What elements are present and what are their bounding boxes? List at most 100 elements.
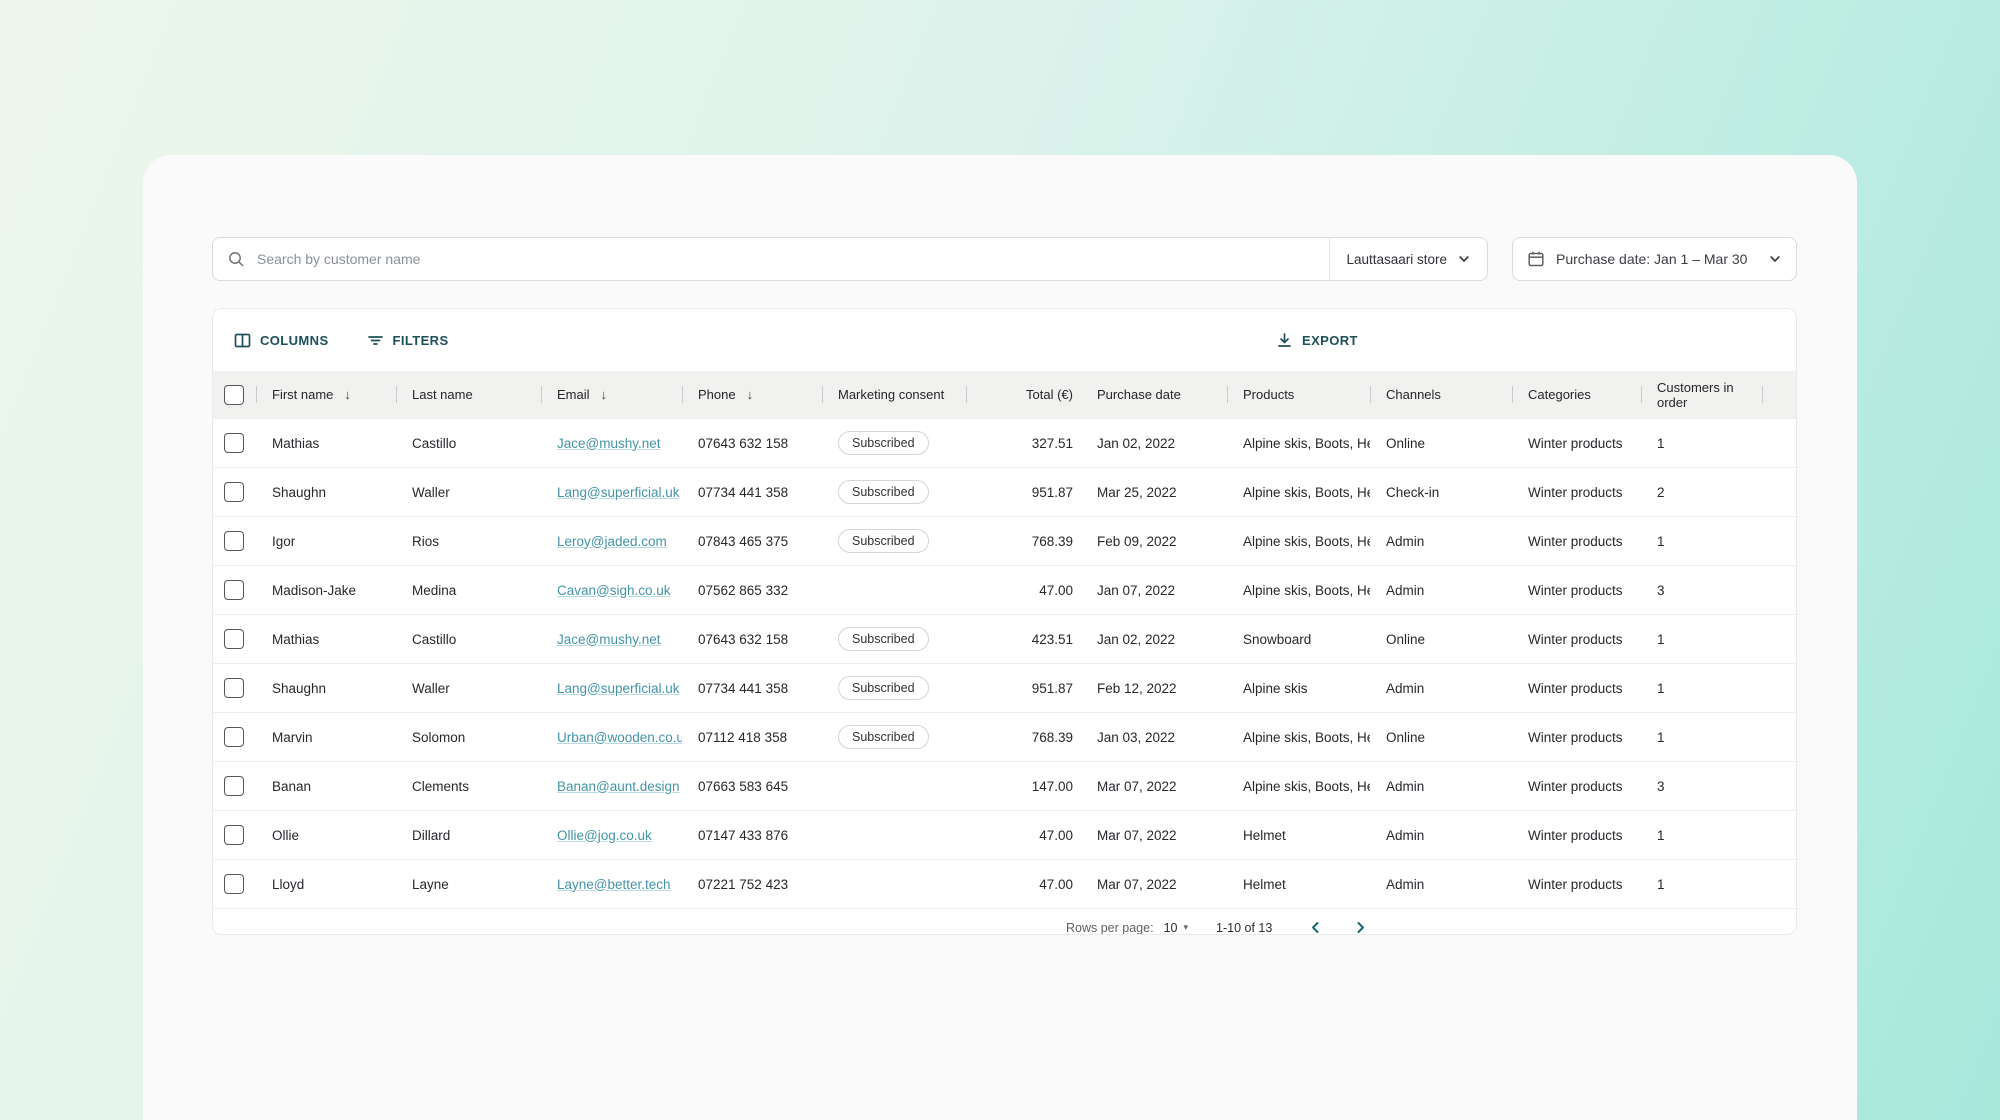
rows-per-page-value: 10 bbox=[1163, 920, 1178, 935]
column-header-label: Products bbox=[1243, 387, 1295, 402]
email-link[interactable]: Banan@aunt.design bbox=[557, 778, 680, 794]
cell-total: 147.00 bbox=[1031, 778, 1073, 794]
cell-first-name: Lloyd bbox=[272, 876, 305, 892]
column-header-customers-in-order[interactable]: Customers in order bbox=[1641, 371, 1762, 418]
cell-products: Snowboard bbox=[1243, 631, 1312, 647]
column-header-last-name[interactable]: Last name bbox=[396, 371, 541, 418]
chevron-down-icon bbox=[1459, 256, 1469, 262]
cell-email: Jace@mushy.net bbox=[541, 632, 682, 647]
filter-icon bbox=[367, 335, 383, 345]
rows-per-page-label: Rows per page: bbox=[1066, 920, 1154, 935]
email-link[interactable]: Layne@better.tech bbox=[557, 876, 671, 892]
cell-email: Jace@mushy.net bbox=[541, 436, 682, 451]
cell-select bbox=[213, 678, 256, 698]
row-checkbox[interactable] bbox=[224, 825, 244, 845]
pagination-range-label: 1-10 of 13 bbox=[1216, 920, 1273, 935]
row-checkbox[interactable] bbox=[224, 629, 244, 649]
rows-per-page-selector[interactable]: 10 ▾ bbox=[1154, 921, 1188, 935]
column-header-marketing-consent[interactable]: Marketing consent bbox=[822, 371, 966, 418]
store-selector[interactable]: Lauttasaari store bbox=[1329, 238, 1487, 280]
cell-category: Winter products bbox=[1528, 827, 1623, 843]
email-link[interactable]: Leroy@jaded.com bbox=[557, 533, 667, 549]
next-page-button[interactable] bbox=[1349, 916, 1372, 934]
cell-marketing-consent: Subscribed bbox=[822, 627, 966, 651]
email-link[interactable]: Jace@mushy.net bbox=[557, 631, 661, 647]
cell-customers-in-order: 3 bbox=[1657, 778, 1665, 794]
cell-products: Helmet bbox=[1243, 827, 1286, 843]
chevron-right-icon bbox=[1357, 922, 1365, 933]
filters-button[interactable]: FILTERS bbox=[359, 326, 457, 355]
cell-products: Alpine skis bbox=[1243, 680, 1308, 696]
table-row: Shaughn Waller Lang@superficial.uk 07734 44… bbox=[213, 467, 1796, 516]
cell-phone: 07643 632 158 bbox=[698, 435, 789, 451]
cell-category: Winter products bbox=[1528, 680, 1623, 696]
row-checkbox[interactable] bbox=[224, 727, 244, 747]
row-checkbox[interactable] bbox=[224, 482, 244, 502]
cell-last-name: Solomon bbox=[412, 729, 466, 745]
cell-first-name: Igor bbox=[272, 533, 296, 549]
column-header-products[interactable]: Products bbox=[1227, 371, 1370, 418]
cell-select bbox=[213, 580, 256, 600]
cell-marketing-consent: Subscribed bbox=[822, 529, 966, 553]
search-input[interactable] bbox=[255, 250, 1330, 268]
email-link[interactable]: Ollie@jog.co.uk bbox=[557, 827, 652, 843]
email-link[interactable]: Jace@mushy.net bbox=[557, 435, 661, 451]
email-link[interactable]: Cavan@sigh.co.uk bbox=[557, 582, 671, 598]
cell-first-name: Madison-Jake bbox=[272, 582, 357, 598]
email-link[interactable]: Lang@superficial.uk bbox=[557, 680, 680, 696]
column-header-first-name[interactable]: First name ↓ bbox=[256, 371, 396, 418]
column-header-label: First name bbox=[272, 387, 334, 402]
cell-last-name: Clements bbox=[412, 778, 470, 794]
previous-page-button[interactable] bbox=[1304, 916, 1327, 934]
cell-products: Alpine skis, Boots, He.. bbox=[1243, 729, 1370, 745]
subscribed-badge: Subscribed bbox=[838, 725, 929, 749]
export-button-label: EXPORT bbox=[1302, 332, 1358, 348]
cell-channel: Online bbox=[1386, 729, 1426, 745]
purchase-date-filter-label: Purchase date: Jan 1 – Mar 30 bbox=[1556, 251, 1748, 267]
row-checkbox[interactable] bbox=[224, 678, 244, 698]
cell-customers-in-order: 1 bbox=[1657, 729, 1665, 745]
cell-email: Lang@superficial.uk bbox=[541, 681, 682, 696]
cell-customers-in-order: 1 bbox=[1657, 876, 1665, 892]
download-icon bbox=[1278, 332, 1291, 347]
table-row: Marvin Solomon Urban@wooden.co.uk 07112 418… bbox=[213, 712, 1796, 761]
cell-channel: Admin bbox=[1386, 876, 1425, 892]
cell-select bbox=[213, 776, 256, 796]
cell-purchase-date: Jan 02, 2022 bbox=[1097, 435, 1176, 451]
cell-purchase-date: Mar 07, 2022 bbox=[1097, 827, 1177, 843]
column-header-channels[interactable]: Channels bbox=[1370, 371, 1512, 418]
search-bar: Lauttasaari store bbox=[212, 237, 1488, 281]
sort-descending-icon: ↓ bbox=[600, 387, 608, 402]
email-link[interactable]: Urban@wooden.co.uk bbox=[557, 729, 682, 745]
cell-category: Winter products bbox=[1528, 533, 1623, 549]
cell-marketing-consent: Subscribed bbox=[822, 431, 966, 455]
column-header-phone[interactable]: Phone ↓ bbox=[682, 371, 822, 418]
column-header-email[interactable]: Email ↓ bbox=[541, 371, 682, 418]
cell-phone: 07147 433 876 bbox=[698, 827, 789, 843]
header-spacer-cell bbox=[1762, 371, 1796, 418]
chevron-down-icon bbox=[1770, 256, 1780, 262]
cell-products: Alpine skis, Boots, He.. bbox=[1243, 435, 1370, 451]
cell-customers-in-order: 3 bbox=[1657, 582, 1665, 598]
cell-first-name: Ollie bbox=[272, 827, 300, 843]
columns-button[interactable]: COLUMNS bbox=[226, 326, 337, 355]
cell-phone: 07734 441 358 bbox=[698, 484, 789, 500]
row-checkbox[interactable] bbox=[224, 776, 244, 796]
export-button[interactable]: EXPORT bbox=[1268, 326, 1366, 355]
column-header-total-[interactable]: Total (€) bbox=[966, 371, 1081, 418]
column-header-label: Total (€) bbox=[1026, 387, 1073, 402]
sort-descending-icon: ↓ bbox=[344, 387, 351, 402]
purchase-date-filter-button[interactable]: Purchase date: Jan 1 – Mar 30 bbox=[1512, 237, 1797, 281]
chevron-left-icon bbox=[1312, 922, 1319, 933]
row-checkbox[interactable] bbox=[224, 433, 244, 453]
column-header-purchase-date[interactable]: Purchase date bbox=[1081, 371, 1227, 418]
table-row: Ollie Dillard Ollie@jog.co.uk 07147 433 876… bbox=[213, 810, 1796, 859]
row-checkbox[interactable] bbox=[224, 580, 244, 600]
row-checkbox[interactable] bbox=[224, 874, 244, 894]
column-header-categories[interactable]: Categories bbox=[1512, 371, 1641, 418]
email-link[interactable]: Lang@superficial.uk bbox=[557, 484, 680, 500]
column-header-label: Purchase date bbox=[1097, 387, 1181, 402]
cell-products: Helmet bbox=[1243, 876, 1286, 892]
select-all-checkbox[interactable] bbox=[224, 384, 244, 405]
row-checkbox[interactable] bbox=[224, 531, 244, 551]
